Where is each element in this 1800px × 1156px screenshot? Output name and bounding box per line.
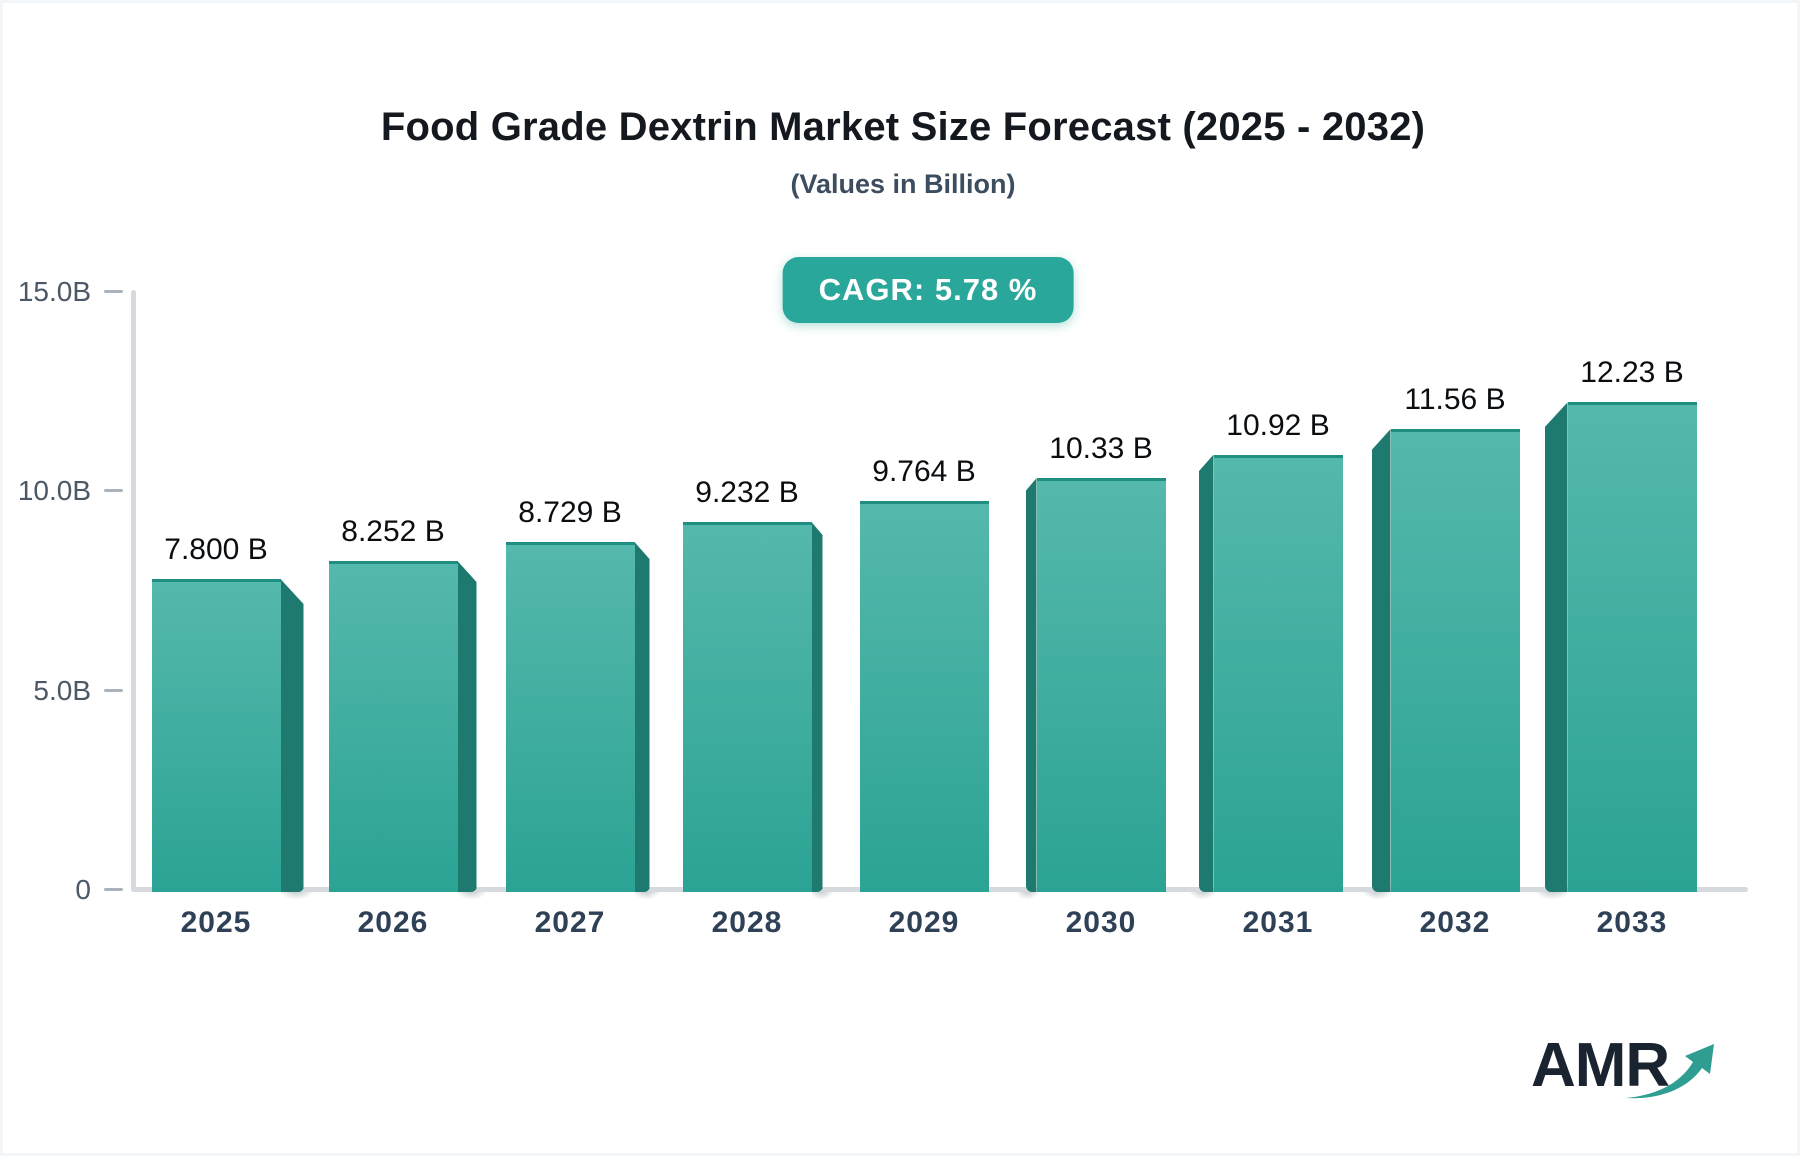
- y-tick-dash: [104, 489, 123, 493]
- bar-value-label-2031: 10.92 B: [1226, 408, 1330, 442]
- bar-2026: [328, 561, 458, 892]
- bar-side-2030: [1025, 478, 1037, 892]
- y-tick-dash: [104, 290, 123, 293]
- y-tick-label-0: 0: [75, 874, 91, 905]
- amr-logo: AMR: [1531, 1031, 1714, 1111]
- bar-side-2031: [1198, 454, 1214, 892]
- bar-value-label-2033: 12.23 B: [1580, 356, 1684, 390]
- bar-value-label-2026: 8.252 B: [341, 515, 445, 549]
- bar-2029: [859, 500, 989, 892]
- bar-side-2026: [457, 561, 477, 892]
- bar-value-label-2029: 9.764 B: [872, 454, 976, 488]
- bar-2025: [151, 579, 281, 892]
- cagr-badge: CAGR: 5.78 %: [782, 257, 1074, 323]
- y-tick-label-10.0B: 10.0B: [17, 475, 91, 507]
- bar-side-2027: [634, 542, 650, 892]
- bar-value-label-2027: 8.729 B: [518, 496, 622, 530]
- x-axis-label-2030: 2030: [1065, 906, 1137, 939]
- x-axis-label-2031: 2031: [1242, 906, 1314, 939]
- y-axis-line: [131, 290, 136, 890]
- bar-2028: [682, 521, 812, 892]
- bar-value-label-2025: 7.800 B: [164, 533, 268, 567]
- bar-side-2028: [811, 521, 823, 892]
- bar-value-label-2032: 11.56 B: [1404, 383, 1506, 417]
- bar-side-2033: [1544, 402, 1568, 892]
- y-tick-dash: [104, 888, 123, 891]
- bar-2027: [505, 542, 635, 892]
- cagr-badge-label: CAGR: 5.78 %: [818, 272, 1038, 307]
- bar-side-2025: [280, 579, 304, 892]
- bar-2031: [1213, 454, 1343, 892]
- growth-arrow-icon: [1625, 1044, 1714, 1099]
- bar-2033: [1567, 402, 1697, 892]
- x-axis-label-2027: 2027: [534, 906, 606, 939]
- x-axis-label-2032: 2032: [1419, 906, 1491, 939]
- bar-2030: [1036, 478, 1166, 892]
- y-tick-dash: [104, 688, 123, 692]
- chart-subtitle: (Values in Billion): [790, 169, 1016, 199]
- x-axis-label-2033: 2033: [1596, 906, 1668, 939]
- x-axis-label-2028: 2028: [711, 906, 783, 939]
- bar-2032: [1390, 429, 1520, 892]
- bar-side-2032: [1371, 429, 1391, 892]
- chart-title: Food Grade Dextrin Market Size Forecast …: [380, 105, 1426, 149]
- amr-logo-text: AMR: [1531, 1031, 1670, 1100]
- x-axis-label-2029: 2029: [888, 906, 960, 939]
- bar-value-label-2030: 10.33 B: [1049, 432, 1153, 466]
- y-tick-label-5.0B: 5.0B: [33, 674, 91, 706]
- x-axis-label-2026: 2026: [357, 906, 429, 939]
- y-tick-label-15.0B: 15.0B: [17, 276, 91, 307]
- x-axis-label-2025: 2025: [180, 906, 252, 939]
- bar-value-label-2028: 9.232 B: [695, 475, 799, 509]
